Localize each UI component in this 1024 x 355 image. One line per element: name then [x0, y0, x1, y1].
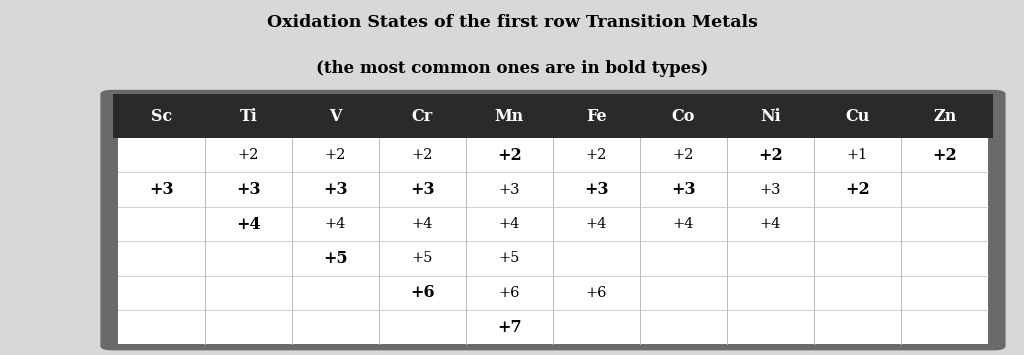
Text: +4: +4	[586, 217, 607, 231]
Text: Cu: Cu	[846, 109, 869, 125]
Text: +4: +4	[325, 217, 346, 231]
Text: +4: +4	[673, 217, 694, 231]
Text: +6: +6	[586, 286, 607, 300]
Text: +3: +3	[760, 183, 781, 197]
Text: +2: +2	[238, 148, 259, 162]
Text: +2: +2	[845, 181, 870, 198]
Text: +2: +2	[325, 148, 346, 162]
Text: Ni: Ni	[760, 109, 781, 125]
Text: +2: +2	[758, 147, 783, 164]
Text: +3: +3	[672, 181, 695, 198]
Text: Sc: Sc	[151, 109, 172, 125]
Text: +3: +3	[499, 183, 520, 197]
Text: +2: +2	[497, 147, 522, 164]
FancyBboxPatch shape	[100, 90, 1006, 350]
Text: +4: +4	[760, 217, 781, 231]
Bar	[118, 138, 988, 344]
Text: Oxidation States of the first row Transition Metals: Oxidation States of the first row Transi…	[266, 14, 758, 31]
Text: Mn: Mn	[495, 109, 524, 125]
Text: Cr: Cr	[412, 109, 433, 125]
Text: +3: +3	[324, 181, 347, 198]
Text: +5: +5	[499, 251, 520, 266]
Text: +3: +3	[150, 181, 173, 198]
Text: +2: +2	[673, 148, 694, 162]
Text: +1: +1	[847, 148, 868, 162]
Text: +7: +7	[497, 319, 522, 336]
Text: +5: +5	[412, 251, 433, 266]
Text: +5: +5	[323, 250, 348, 267]
Text: +3: +3	[585, 181, 608, 198]
Text: Co: Co	[672, 109, 695, 125]
Bar	[113, 94, 993, 138]
Text: +3: +3	[237, 181, 260, 198]
Text: (the most common ones are in bold types): (the most common ones are in bold types)	[315, 60, 709, 77]
Text: +6: +6	[410, 284, 435, 301]
Text: Zn: Zn	[933, 109, 956, 125]
Text: +4: +4	[236, 215, 261, 233]
Text: +6: +6	[499, 286, 520, 300]
Text: +2: +2	[412, 148, 433, 162]
Text: Fe: Fe	[586, 109, 607, 125]
Text: V: V	[329, 109, 342, 125]
Text: +3: +3	[411, 181, 434, 198]
Text: +4: +4	[412, 217, 433, 231]
Text: Ti: Ti	[240, 109, 257, 125]
Text: +2: +2	[586, 148, 607, 162]
Text: +4: +4	[499, 217, 520, 231]
Text: +2: +2	[932, 147, 957, 164]
